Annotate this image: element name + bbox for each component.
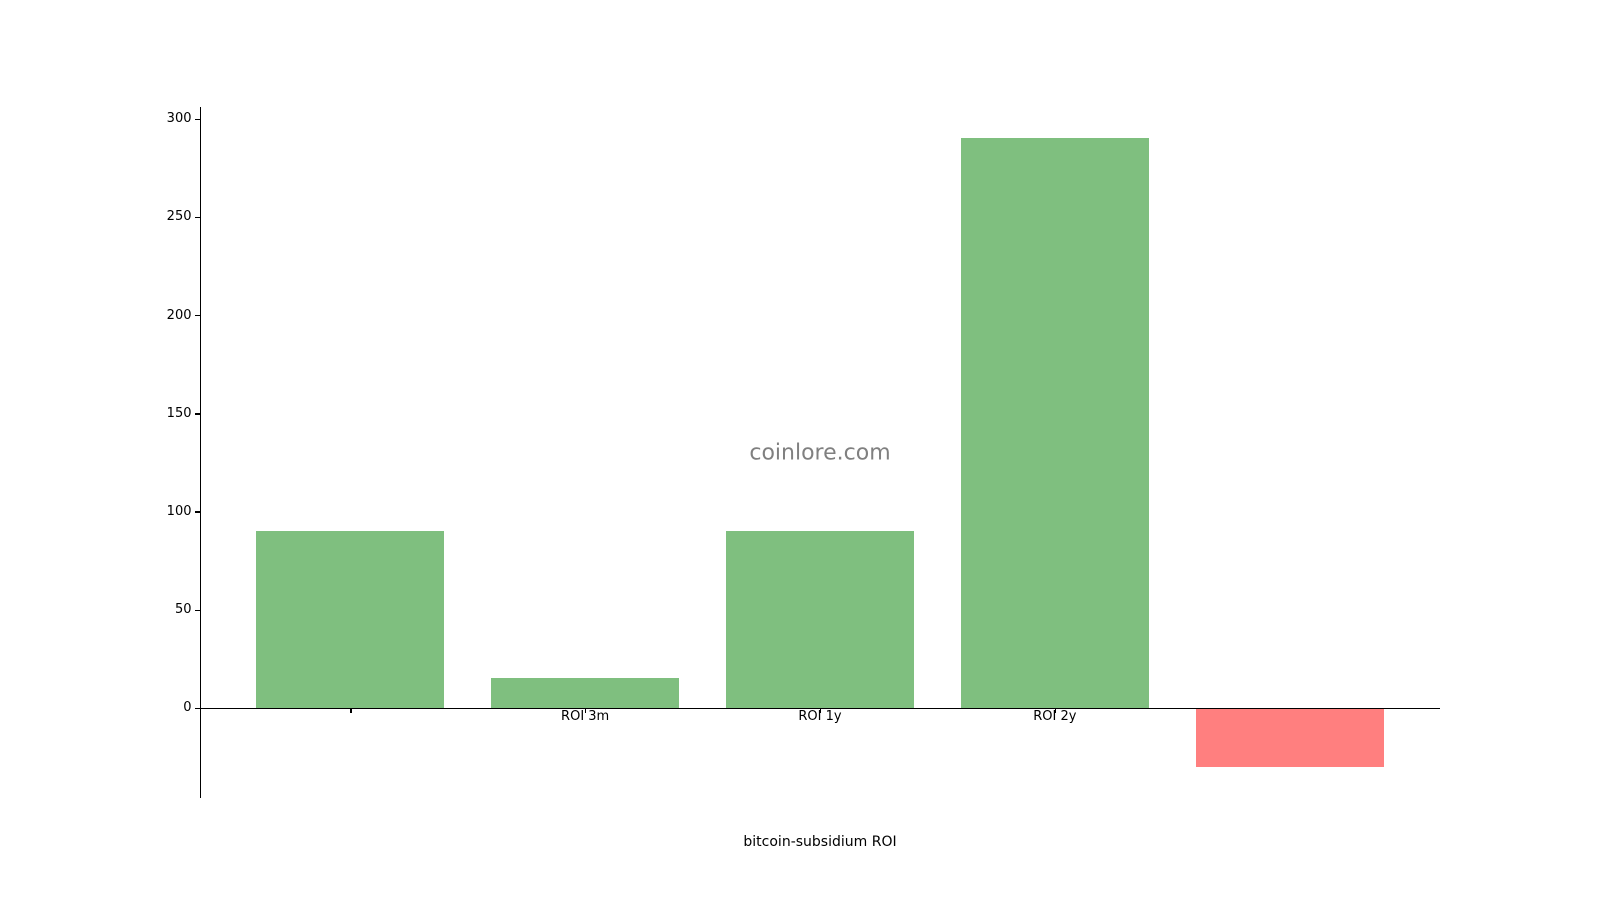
x-tick-label: ROI 1y: [798, 708, 842, 724]
x-axis-title: bitcoin-subsidium ROI: [743, 834, 897, 850]
x-tick-mark: [820, 707, 822, 714]
y-tick-label: 50: [174, 602, 192, 618]
y-tick-mark: [194, 315, 200, 317]
y-tick-label: 250: [166, 209, 192, 225]
y-tick-mark: [194, 413, 200, 415]
bar-roi-2y: [960, 138, 1149, 708]
x-tick-mark: [1054, 707, 1057, 714]
watermark: coinlore.com: [749, 440, 891, 466]
x-tick-mark: [585, 707, 587, 714]
x-tick-label: ROI 2y: [1033, 708, 1077, 724]
y-tick-mark: [194, 118, 200, 121]
bar-0: [256, 531, 445, 708]
y-tick-mark: [194, 216, 200, 219]
y-tick-mark: [194, 609, 200, 611]
y-axis-spine: [200, 107, 202, 798]
y-tick-label: 100: [166, 503, 192, 519]
y-tick-label: 200: [166, 307, 192, 323]
x-tick-label: ROI 3m: [561, 708, 610, 724]
x-axis-line: [200, 707, 1440, 710]
x-tick-mark: [350, 707, 352, 714]
bar-roi-3m: [491, 678, 680, 708]
bar-roi-1y: [726, 531, 914, 708]
y-tick-label: 300: [166, 111, 192, 127]
bar-4: [1195, 707, 1384, 767]
y-tick-mark: [194, 707, 200, 709]
y-tick-label: 0: [183, 700, 192, 716]
y-tick-mark: [194, 511, 200, 513]
y-tick-label: 150: [166, 405, 192, 421]
